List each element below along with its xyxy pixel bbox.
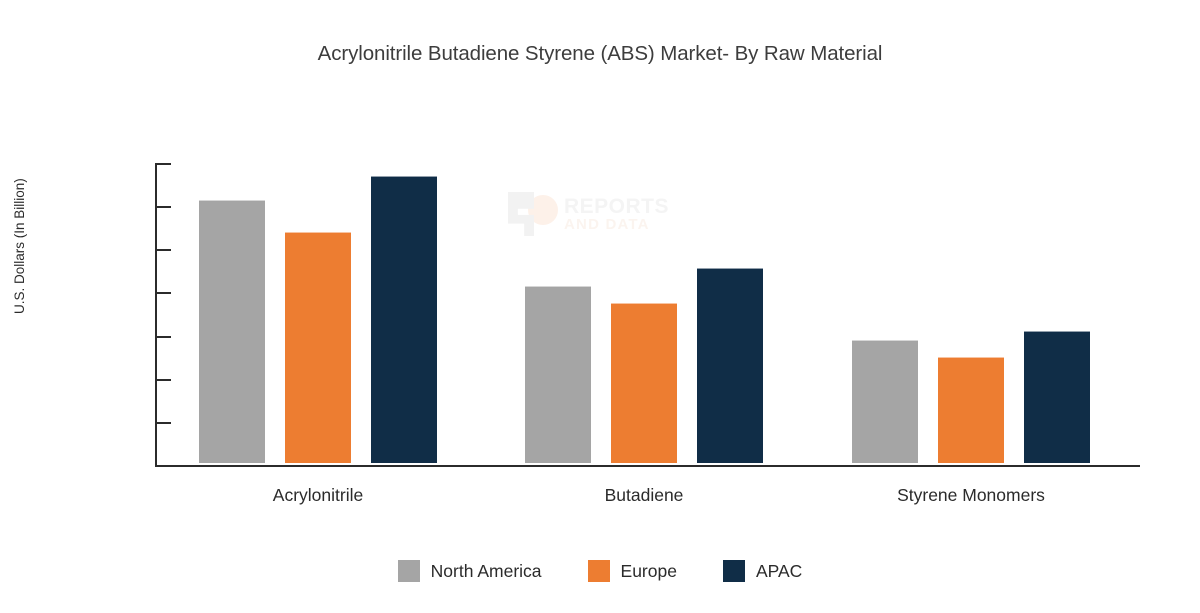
legend-item-europe[interactable]: Europe — [587, 560, 677, 582]
bar-apac-butadiene — [697, 267, 763, 463]
bar-top-edge — [525, 285, 591, 288]
bar-top-edge — [697, 267, 763, 270]
y-axis-tick-mark — [157, 292, 171, 295]
bar-top-edge — [611, 303, 677, 306]
bar-top-edge — [371, 176, 437, 179]
y-axis-tick-mark — [157, 378, 171, 381]
bar-top-edge — [1024, 330, 1090, 333]
x-axis-label-acrylonitrile: Acrylonitrile — [272, 485, 364, 505]
y-axis-tick-mark — [157, 465, 171, 467]
plot-area: 3.53.02.52.01.51.00.50.0 — [155, 163, 1140, 467]
chart-title: Acrylonitrile Butadiene Styrene (ABS) Ma… — [317, 42, 883, 65]
bar-europe-butadiene — [611, 303, 677, 463]
bar-apac-acrylonitrile — [371, 176, 437, 463]
legend-label: Europe — [620, 560, 677, 581]
bar-top-edge — [199, 199, 265, 202]
y-axis-tick-mark — [157, 249, 171, 252]
y-axis-tick-mark — [157, 206, 171, 209]
legend-item-north-america[interactable]: North America — [397, 560, 542, 582]
x-axis-line — [155, 465, 1140, 467]
bar-europe-acrylonitrile — [285, 232, 351, 463]
chart-legend: North America Europe APAC — [0, 560, 1200, 582]
bar-europe-styrene-monomers — [938, 356, 1004, 463]
bar-top-edge — [938, 356, 1004, 359]
y-axis-line — [155, 163, 157, 466]
bar-north-america-styrene-monomers — [852, 340, 918, 463]
legend-item-apac[interactable]: APAC — [722, 560, 803, 582]
y-axis-title: U.S. Dollars (In Billion) — [12, 178, 27, 314]
legend-swatch-icon — [722, 560, 745, 582]
legend-label: North America — [430, 560, 542, 581]
legend-swatch-icon — [587, 560, 610, 582]
bar-top-edge — [852, 340, 918, 343]
y-axis-tick-mark — [157, 163, 171, 165]
legend-label: APAC — [755, 560, 803, 581]
bar-north-america-acrylonitrile — [199, 199, 265, 463]
bar-apac-styrene-monomers — [1024, 330, 1090, 463]
bar-north-america-butadiene — [525, 285, 591, 463]
x-axis-label-butadiene: Butadiene — [604, 485, 684, 505]
y-axis-tick-mark — [157, 421, 171, 424]
legend-swatch-icon — [397, 560, 420, 582]
bar-top-edge — [285, 232, 351, 235]
x-axis-label-styrene-monomers: Styrene Monomers — [897, 485, 1045, 505]
y-axis-tick-mark — [157, 335, 171, 338]
